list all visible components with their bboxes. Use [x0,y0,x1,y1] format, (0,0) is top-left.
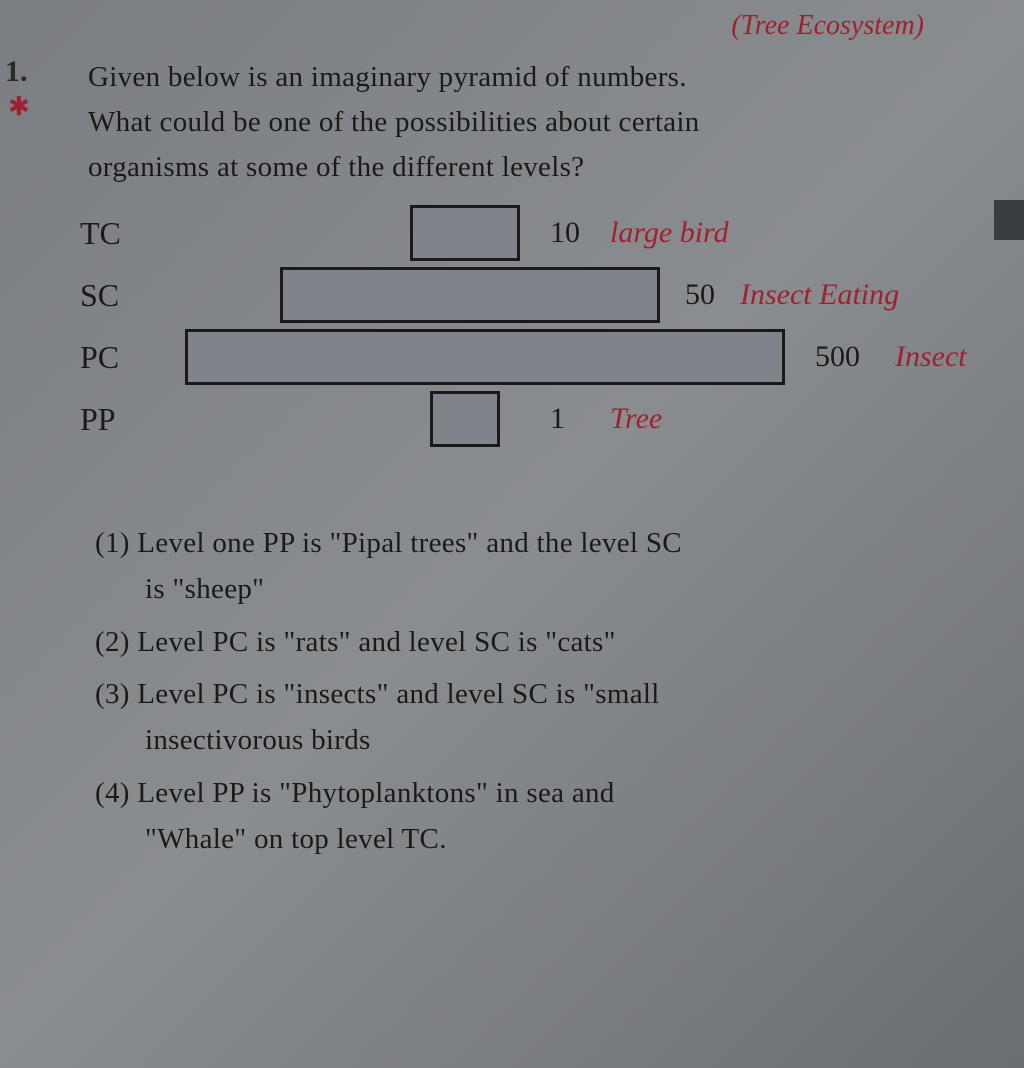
question-line-2: What could be one of the possibilities a… [88,100,984,145]
option-4-num: (4) [95,777,130,809]
star-marker: ✱ [8,92,30,122]
option-3-text2: insectivorous birds [145,717,984,763]
pyramid-level-sc: SC 50 Insect Eating 85 [80,277,984,314]
question-line-1: Given below is an imaginary pyramid of n… [88,55,984,100]
level-number-pc: 500 [815,340,860,374]
level-box-tc [410,205,520,261]
option-2-num: (2) [95,626,130,658]
level-box-pc [185,329,785,385]
option-3-num: (3) [95,678,130,710]
pyramid-level-pp: PP 1 Tree [80,401,984,438]
level-label-tc: TC [80,215,160,252]
option-1-text1: Level one PP is "Pipal trees" and the le… [137,527,682,559]
level-number-pp: 1 [550,402,565,436]
level-annotation-tc: large bird [610,216,729,250]
pyramid-diagram: TC 10 large bird SC 50 Insect Eating 85 … [80,215,984,505]
option-2: (2) Level PC is "rats" and level SC is "… [95,619,984,665]
level-box-pp [430,391,500,447]
level-annotation-sc: Insect Eating [740,278,899,312]
page-edge-shadow [994,200,1024,240]
option-4-text2: "Whale" on top level TC. [145,816,984,862]
level-label-pc: PC [80,339,160,376]
option-1-num: (1) [95,527,130,559]
pyramid-level-tc: TC 10 large bird [80,215,984,252]
level-number-tc: 10 [550,216,580,250]
page-container: (Tree Ecosystem) 1. ✱ Given below is an … [0,0,1024,1068]
option-3-text1: Level PC is "insects" and level SC is "s… [137,678,659,710]
option-2-text1: Level PC is "rats" and level SC is "cats… [137,626,615,658]
level-label-pp: PP [80,401,160,438]
handwritten-annotation-top: (Tree Ecosystem) [731,10,924,42]
option-1: (1) Level one PP is "Pipal trees" and th… [95,520,984,613]
question-number: 1. [5,55,28,89]
question-line-3: organisms at some of the different level… [88,145,984,190]
level-box-sc [280,267,660,323]
question-text: Given below is an imaginary pyramid of n… [88,55,984,190]
option-4: (4) Level PP is "Phytoplanktons" in sea … [95,770,984,863]
option-3: (3) Level PC is "insects" and level SC i… [95,671,984,764]
level-label-sc: SC [80,277,160,314]
option-4-text1: Level PP is "Phytoplanktons" in sea and [137,777,614,809]
pyramid-level-pc: PC 500 Insect [80,339,984,376]
option-1-text2: is "sheep" [145,566,984,612]
options-list: (1) Level one PP is "Pipal trees" and th… [95,520,984,863]
level-annotation-pc: Insect [895,340,967,374]
level-annotation-pp: Tree [610,402,662,436]
level-number-sc: 50 [685,278,715,312]
